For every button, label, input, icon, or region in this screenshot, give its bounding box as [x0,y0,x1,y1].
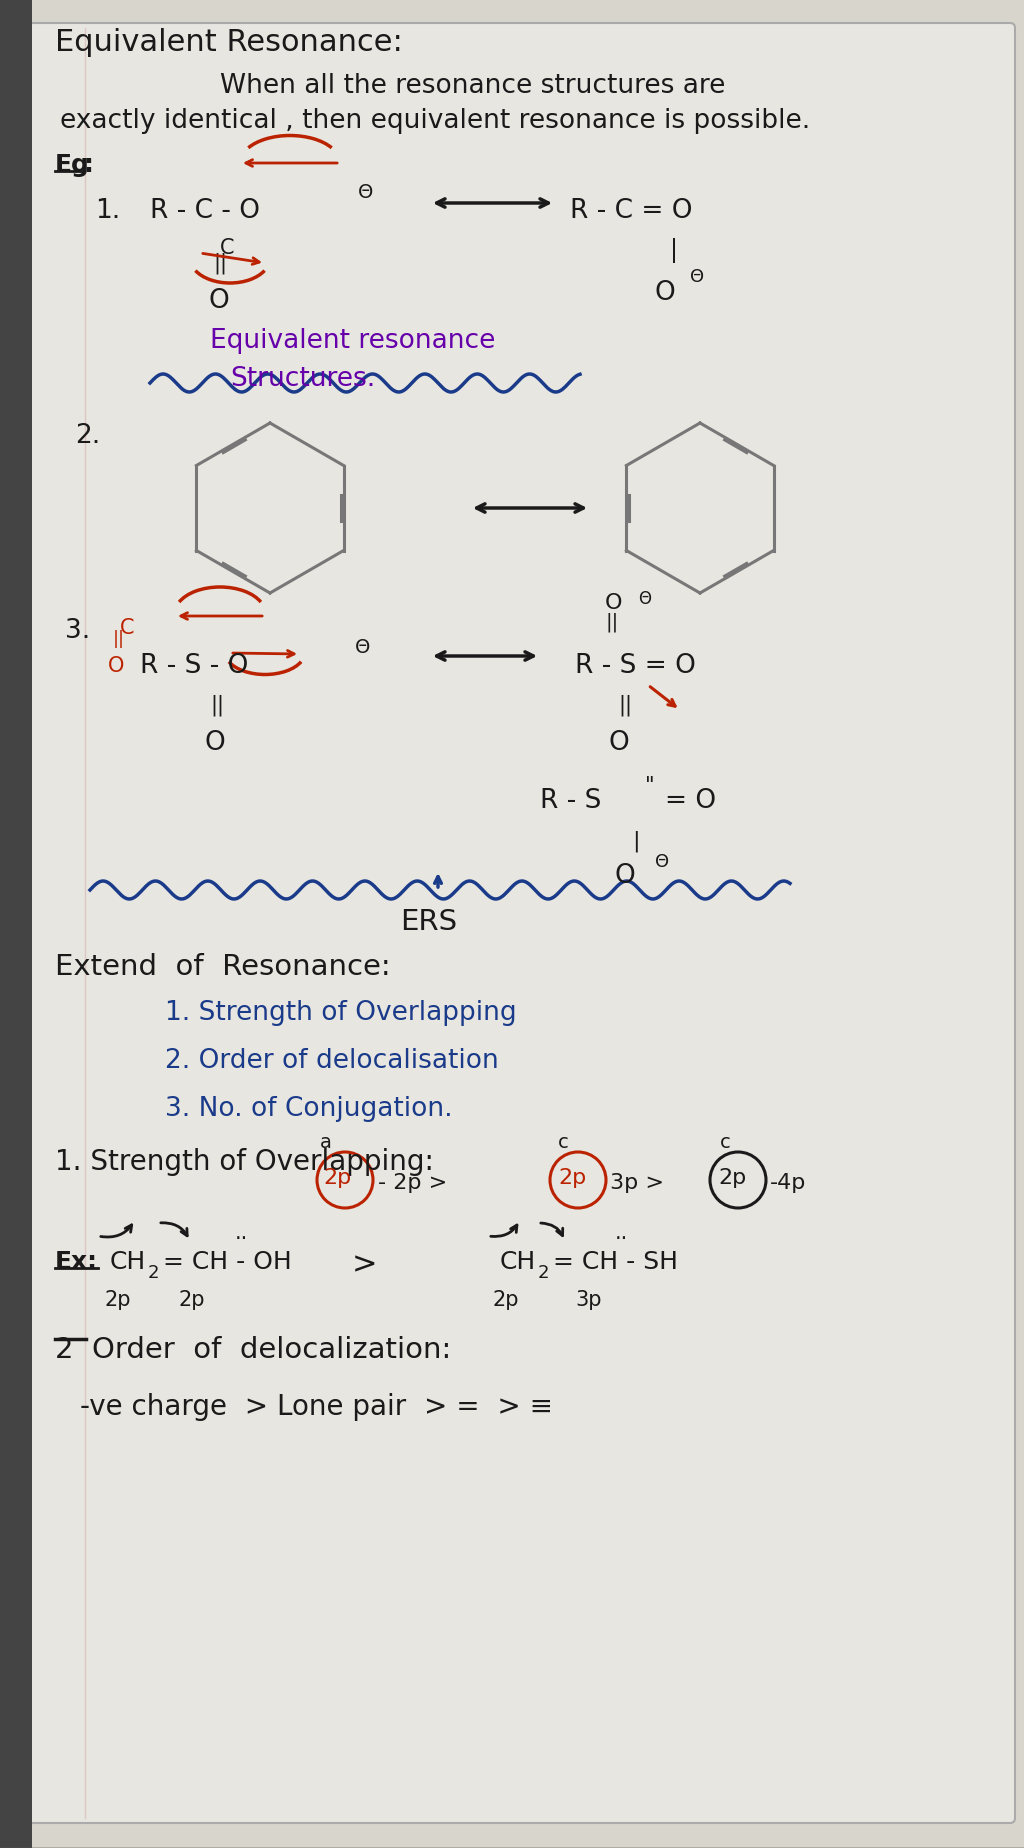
Text: O: O [605,593,623,614]
Text: R - S = O: R - S = O [575,652,696,678]
Text: 2p: 2p [492,1290,518,1310]
Text: 1. Strength of Overlapping: 1. Strength of Overlapping [165,1000,517,1026]
Text: = O: = O [665,787,716,813]
Text: 2p: 2p [105,1290,131,1310]
Text: C: C [120,617,134,638]
Text: 3p: 3p [575,1290,601,1310]
Text: O: O [208,288,228,314]
Text: Equivalent Resonance:: Equivalent Resonance: [55,28,402,57]
Text: c: c [720,1133,731,1151]
Text: ERS: ERS [400,907,457,935]
Text: O: O [204,730,224,756]
Text: ||: || [605,614,618,632]
Text: -4p: -4p [770,1173,806,1194]
Text: O: O [614,863,635,889]
Text: ": " [645,776,654,796]
Text: O: O [608,730,629,756]
Text: Ex:: Ex: [55,1249,98,1273]
Text: -ve charge  > Lone pair  > =  > ≡: -ve charge > Lone pair > = > ≡ [80,1393,553,1421]
Text: exactly identical , then equivalent resonance is possible.: exactly identical , then equivalent reso… [60,107,810,135]
Text: = CH - SH: = CH - SH [553,1249,678,1273]
Text: 2p: 2p [178,1290,205,1310]
Text: 2  Order  of  delocalization:: 2 Order of delocalization: [55,1336,452,1364]
Text: R - S - O: R - S - O [140,652,249,678]
Text: 2.: 2. [75,423,100,449]
Text: O: O [108,656,124,676]
Text: ..: .. [234,1223,248,1244]
Text: Θ: Θ [355,638,371,658]
Text: C: C [220,238,234,259]
Text: = CH - OH: = CH - OH [163,1249,292,1273]
Text: CH: CH [110,1249,146,1273]
Text: 2p: 2p [718,1168,746,1188]
Text: |: | [632,830,640,852]
Text: a: a [319,1133,332,1151]
Text: R - S: R - S [540,787,601,813]
Bar [0,0,32,1848]
Text: :: : [83,153,93,177]
Text: 3.: 3. [65,617,90,643]
Text: 2. Order of delocalisation: 2. Order of delocalisation [165,1048,499,1074]
Text: Θ: Θ [655,854,669,870]
Text: 2: 2 [148,1264,160,1283]
Text: 2p: 2p [323,1168,351,1188]
Text: ||: || [113,630,125,649]
Text: 2: 2 [538,1264,550,1283]
Text: Θ: Θ [358,183,374,201]
Text: ||: || [213,253,227,275]
Text: When all the resonance structures are: When all the resonance structures are [220,74,725,100]
Text: ..: .. [615,1223,629,1244]
Text: ||: || [618,695,632,717]
Text: R - C = O: R - C = O [570,198,692,224]
Text: |: | [670,238,678,262]
Text: 1. Strength of Overlapping:: 1. Strength of Overlapping: [55,1148,434,1175]
Text: >: > [352,1249,378,1279]
Text: CH: CH [500,1249,537,1273]
Text: O: O [654,281,675,307]
Text: 3. No. of Conjugation.: 3. No. of Conjugation. [165,1096,453,1122]
Text: - 2p >: - 2p > [378,1173,447,1194]
Text: 1.: 1. [95,198,120,224]
Text: Structures.: Structures. [230,366,375,392]
Text: ||: || [210,695,224,717]
FancyBboxPatch shape [25,22,1015,1822]
Text: c: c [558,1133,568,1151]
Text: R - C - O: R - C - O [150,198,260,224]
Text: Eg: Eg [55,153,90,177]
Text: 3p >: 3p > [610,1173,664,1194]
Text: Θ: Θ [690,268,705,286]
Text: Extend  of  Resonance:: Extend of Resonance: [55,954,390,981]
Text: 2p: 2p [558,1168,587,1188]
Text: Equivalent resonance: Equivalent resonance [210,327,496,355]
Text: Θ: Θ [638,590,651,608]
